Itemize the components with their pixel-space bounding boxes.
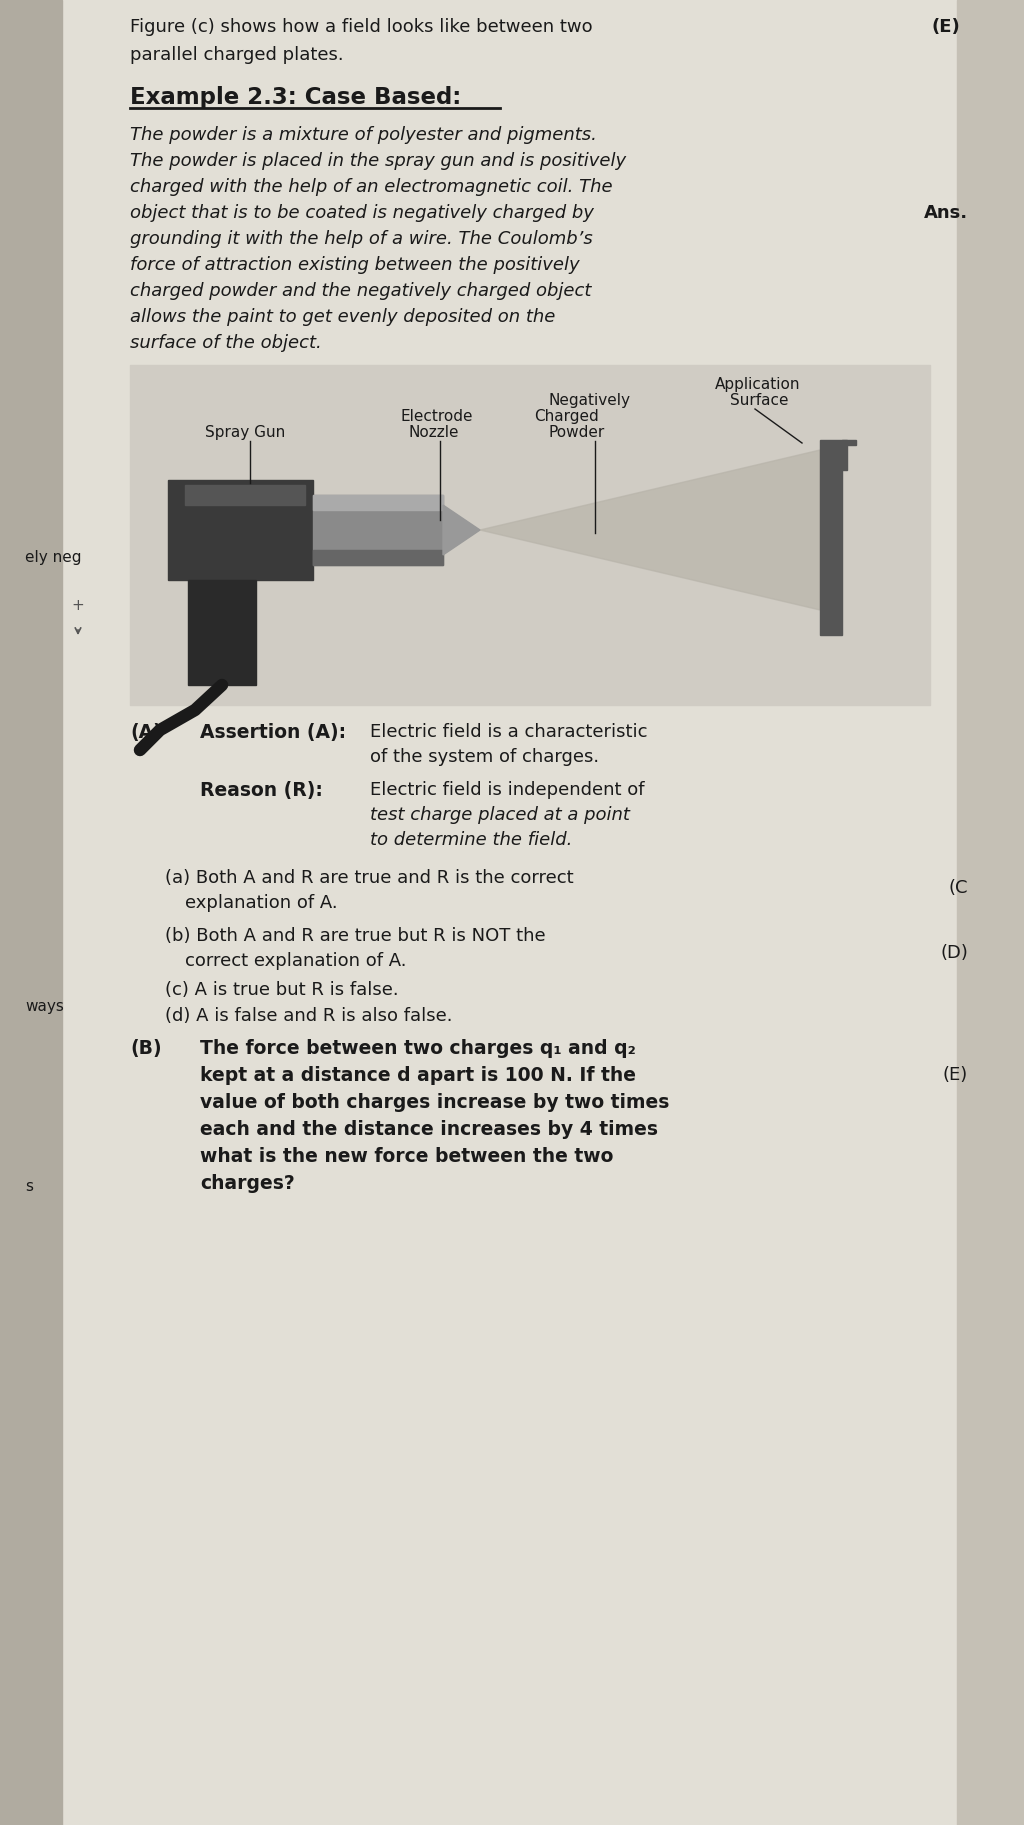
Text: The powder is placed in the spray gun and is positively: The powder is placed in the spray gun an… bbox=[130, 151, 626, 170]
Text: (C: (C bbox=[948, 880, 968, 898]
Text: Spray Gun: Spray Gun bbox=[205, 425, 286, 440]
Text: test charge placed at a point: test charge placed at a point bbox=[370, 807, 630, 825]
Bar bbox=[185, 485, 305, 506]
Text: Powder: Powder bbox=[548, 425, 604, 440]
Text: allows the paint to get evenly deposited on the: allows the paint to get evenly deposited… bbox=[130, 308, 555, 327]
Text: Electric field is independent of: Electric field is independent of bbox=[370, 781, 644, 799]
Bar bbox=[168, 480, 313, 580]
Text: (c) A is true but R is false.: (c) A is true but R is false. bbox=[165, 982, 398, 998]
Text: to determine the field.: to determine the field. bbox=[370, 830, 572, 849]
Bar bbox=[820, 440, 842, 635]
Text: what is the new force between the two: what is the new force between the two bbox=[200, 1146, 613, 1166]
Text: s: s bbox=[25, 1179, 33, 1194]
Text: charged with the help of an electromagnetic coil. The: charged with the help of an electromagne… bbox=[130, 179, 612, 195]
Text: ely neg: ely neg bbox=[25, 549, 82, 566]
Text: +: + bbox=[72, 597, 84, 613]
Text: (B): (B) bbox=[130, 1038, 162, 1058]
Text: object that is to be coated is negatively charged by: object that is to be coated is negativel… bbox=[130, 204, 594, 223]
Text: force of attraction existing between the positively: force of attraction existing between the… bbox=[130, 256, 580, 274]
Text: Electric field is a characteristic: Electric field is a characteristic bbox=[370, 723, 647, 741]
Text: Application: Application bbox=[715, 378, 801, 392]
Text: Assertion (A):: Assertion (A): bbox=[200, 723, 346, 743]
Text: Nozzle: Nozzle bbox=[408, 425, 459, 440]
Bar bbox=[957, 0, 1024, 1825]
Bar bbox=[0, 0, 62, 1825]
Text: Surface: Surface bbox=[730, 392, 788, 409]
Text: (d) A is false and R is also false.: (d) A is false and R is also false. bbox=[165, 1007, 453, 1026]
Text: parallel charged plates.: parallel charged plates. bbox=[130, 46, 344, 64]
Bar bbox=[130, 365, 930, 704]
Text: The powder is a mixture of polyester and pigments.: The powder is a mixture of polyester and… bbox=[130, 126, 597, 144]
Text: correct explanation of A.: correct explanation of A. bbox=[185, 953, 407, 971]
Bar bbox=[313, 549, 443, 566]
Text: charged powder and the negatively charged object: charged powder and the negatively charge… bbox=[130, 283, 592, 299]
Text: grounding it with the help of a wire. The Coulomb’s: grounding it with the help of a wire. Th… bbox=[130, 230, 593, 248]
Bar bbox=[842, 440, 856, 445]
Text: surface of the object.: surface of the object. bbox=[130, 334, 322, 352]
Bar bbox=[62, 0, 957, 1825]
Text: Electrode: Electrode bbox=[400, 409, 472, 423]
Polygon shape bbox=[443, 506, 480, 555]
Text: Ans.: Ans. bbox=[924, 204, 968, 223]
Text: Charged: Charged bbox=[534, 409, 599, 423]
Text: Figure (c) shows how a field looks like between two: Figure (c) shows how a field looks like … bbox=[130, 18, 593, 36]
Text: (A): (A) bbox=[130, 723, 162, 743]
Text: (D): (D) bbox=[940, 944, 968, 962]
Text: value of both charges increase by two times: value of both charges increase by two ti… bbox=[200, 1093, 670, 1111]
Bar bbox=[313, 495, 443, 566]
Bar bbox=[188, 580, 256, 684]
Text: explanation of A.: explanation of A. bbox=[185, 894, 338, 912]
Polygon shape bbox=[480, 451, 820, 610]
Text: (E): (E) bbox=[931, 18, 961, 36]
Text: Example 2.3: Case Based:: Example 2.3: Case Based: bbox=[130, 86, 461, 110]
Text: each and the distance increases by 4 times: each and the distance increases by 4 tim… bbox=[200, 1121, 658, 1139]
Text: Negatively: Negatively bbox=[548, 392, 630, 409]
Text: (b) Both A and R are true but R is NOT the: (b) Both A and R are true but R is NOT t… bbox=[165, 927, 546, 945]
Bar bbox=[842, 440, 847, 471]
Text: kept at a distance d apart is 100 N. If the: kept at a distance d apart is 100 N. If … bbox=[200, 1066, 636, 1086]
Text: of the system of charges.: of the system of charges. bbox=[370, 748, 599, 766]
Text: ways: ways bbox=[25, 998, 63, 1015]
Text: Reason (R):: Reason (R): bbox=[200, 781, 323, 799]
Text: (E): (E) bbox=[943, 1066, 968, 1084]
Text: (a) Both A and R are true and R is the correct: (a) Both A and R are true and R is the c… bbox=[165, 869, 573, 887]
Text: The force between two charges q₁ and q₂: The force between two charges q₁ and q₂ bbox=[200, 1038, 636, 1058]
Text: charges?: charges? bbox=[200, 1173, 295, 1194]
Bar bbox=[313, 495, 443, 509]
